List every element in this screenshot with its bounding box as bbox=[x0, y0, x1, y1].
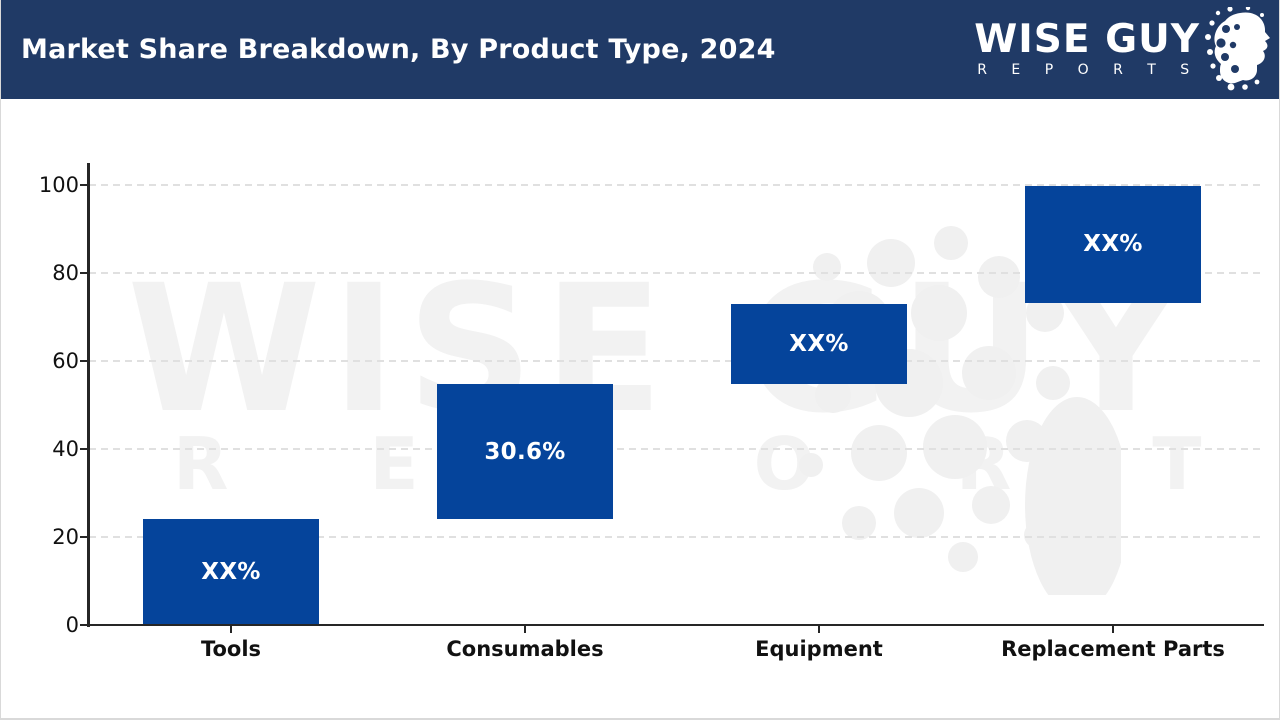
y-tick-mark bbox=[80, 272, 88, 274]
y-tick-mark bbox=[80, 536, 88, 538]
bar-tools: XX% bbox=[143, 518, 319, 625]
bar-value-label: 30.6% bbox=[484, 438, 566, 465]
y-tick-label-80: 80 bbox=[52, 261, 79, 285]
y-tick-label-100: 100 bbox=[38, 173, 79, 197]
gridline-60 bbox=[89, 360, 1263, 362]
header-bar: Market Share Breakdown, By Product Type,… bbox=[1, 0, 1279, 99]
gridline-100 bbox=[89, 184, 1263, 186]
brand-logo: WISE GUY R E P O R T S bbox=[974, 7, 1272, 91]
y-tick-mark bbox=[80, 360, 88, 362]
y-tick-mark bbox=[80, 184, 88, 186]
brand-logo-text: WISE GUY R E P O R T S bbox=[974, 16, 1200, 79]
brand-head-icon bbox=[1205, 7, 1270, 91]
x-category-label-tools: Tools bbox=[200, 637, 262, 661]
x-category-label-replacement-parts: Replacement Parts bbox=[1001, 637, 1225, 661]
bar-consumables: 30.6% bbox=[437, 384, 613, 519]
y-tick-label-60: 60 bbox=[52, 349, 79, 373]
x-tick-mark bbox=[818, 626, 820, 633]
x-tick-mark bbox=[1112, 626, 1114, 633]
bar-value-label: XX% bbox=[789, 331, 849, 358]
y-tick-label-0: 0 bbox=[65, 613, 79, 637]
x-axis-line bbox=[86, 623, 1264, 626]
bar-value-label: XX% bbox=[201, 558, 261, 585]
y-tick-mark bbox=[80, 624, 88, 626]
y-tick-label-20: 20 bbox=[52, 525, 79, 549]
bar-equipment: XX% bbox=[731, 303, 907, 385]
x-category-label-consumables: Consumables bbox=[446, 637, 604, 661]
x-tick-mark bbox=[230, 626, 232, 633]
gridline-20 bbox=[89, 536, 1263, 538]
x-tick-mark bbox=[524, 626, 526, 633]
gridline-80 bbox=[89, 272, 1263, 274]
y-tick-mark bbox=[80, 448, 88, 450]
y-axis-line bbox=[87, 163, 90, 627]
brand-subname: R E P O R T S bbox=[977, 62, 1200, 79]
bar-replacement-parts: XX% bbox=[1025, 185, 1201, 303]
brand-name: WISE GUY bbox=[974, 16, 1200, 62]
y-tick-label-40: 40 bbox=[52, 437, 79, 461]
bar-value-label: XX% bbox=[1083, 231, 1143, 258]
x-category-label-equipment: Equipment bbox=[755, 637, 883, 661]
gridline-40 bbox=[89, 448, 1263, 450]
page-title: Market Share Breakdown, By Product Type,… bbox=[21, 34, 776, 65]
